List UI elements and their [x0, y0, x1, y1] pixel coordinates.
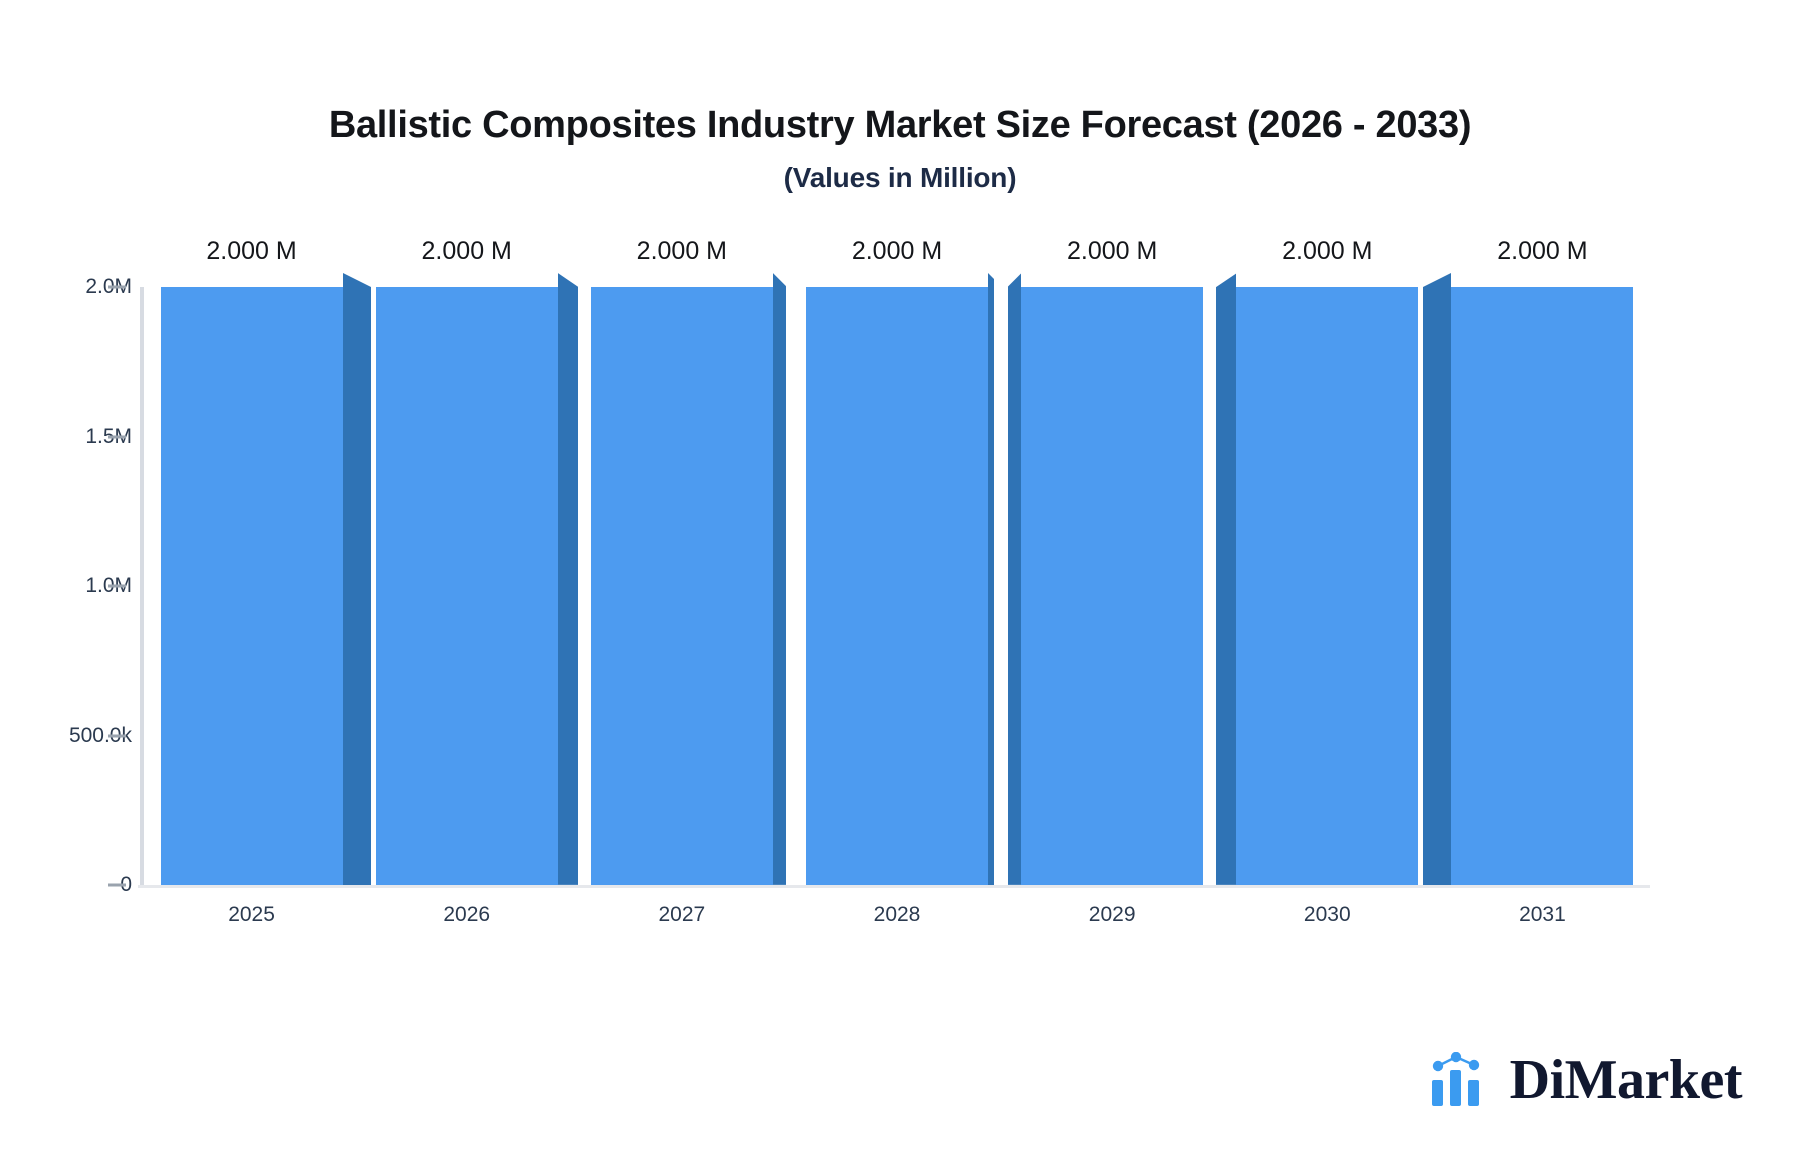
chart-subtitle: (Values in Million) [783, 161, 1017, 193]
x-axis-tick-label: 2028 [873, 903, 921, 926]
brand-logo: DiMarket [1430, 1049, 1743, 1111]
bar-front-face [1021, 287, 1204, 885]
bar-front-face [806, 287, 988, 885]
bar-side-face [988, 273, 994, 885]
bar-front-face [1451, 287, 1634, 885]
chart-title-block: Ballistic Composites Industry Market Siz… [0, 104, 1800, 194]
x-axis-tick-label: 2029 [1088, 903, 1136, 926]
bar-value-label: 2.000 M [1282, 237, 1373, 265]
bar-value-label: 2.000 M [1497, 237, 1588, 265]
y-axis-tick-mark [108, 285, 126, 289]
bar-value-label: 2.000 M [851, 237, 943, 265]
y-axis-tick-mark [108, 584, 126, 588]
bar-side-face [557, 273, 579, 885]
y-axis-tick-mark [108, 734, 126, 737]
y-axis-tick-label: 0 [120, 873, 132, 896]
x-axis-tick-label: 2027 [658, 903, 706, 926]
x-axis-tick-label: 2030 [1303, 903, 1351, 926]
bar-front-face [375, 287, 558, 885]
y-axis-line [140, 287, 144, 886]
y-axis-tick-mark [108, 883, 126, 887]
bar-front-face [1236, 287, 1419, 885]
bar-side-face [772, 273, 787, 885]
bar-value-label: 2.000 M [1066, 237, 1158, 265]
bar-front-face [160, 287, 343, 885]
bar-value-label: 2.000 M [206, 237, 297, 265]
page-title: Ballistic Composites Industry Market Siz… [328, 104, 1472, 146]
bar-side-face [1215, 273, 1237, 885]
bar-side-face [1423, 273, 1452, 885]
y-axis-tick-mark [108, 435, 126, 438]
bar-chart-dots-icon [1431, 1052, 1479, 1106]
bar-value-label: 2.000 M [636, 237, 728, 265]
y-axis-tick-label: 500.0k [68, 723, 132, 747]
x-axis-tick-label: 2031 [1519, 903, 1566, 926]
x-axis-tick-label: 2026 [443, 903, 491, 926]
bar-side-face [342, 273, 371, 885]
bar-front-face [590, 287, 773, 885]
x-axis-tick-label: 2025 [228, 903, 275, 926]
x-axis-line [138, 885, 1650, 888]
brand-name: DiMarket [1509, 1049, 1743, 1111]
bar-value-label: 2.000 M [421, 237, 512, 265]
bar-side-face [1007, 273, 1022, 885]
